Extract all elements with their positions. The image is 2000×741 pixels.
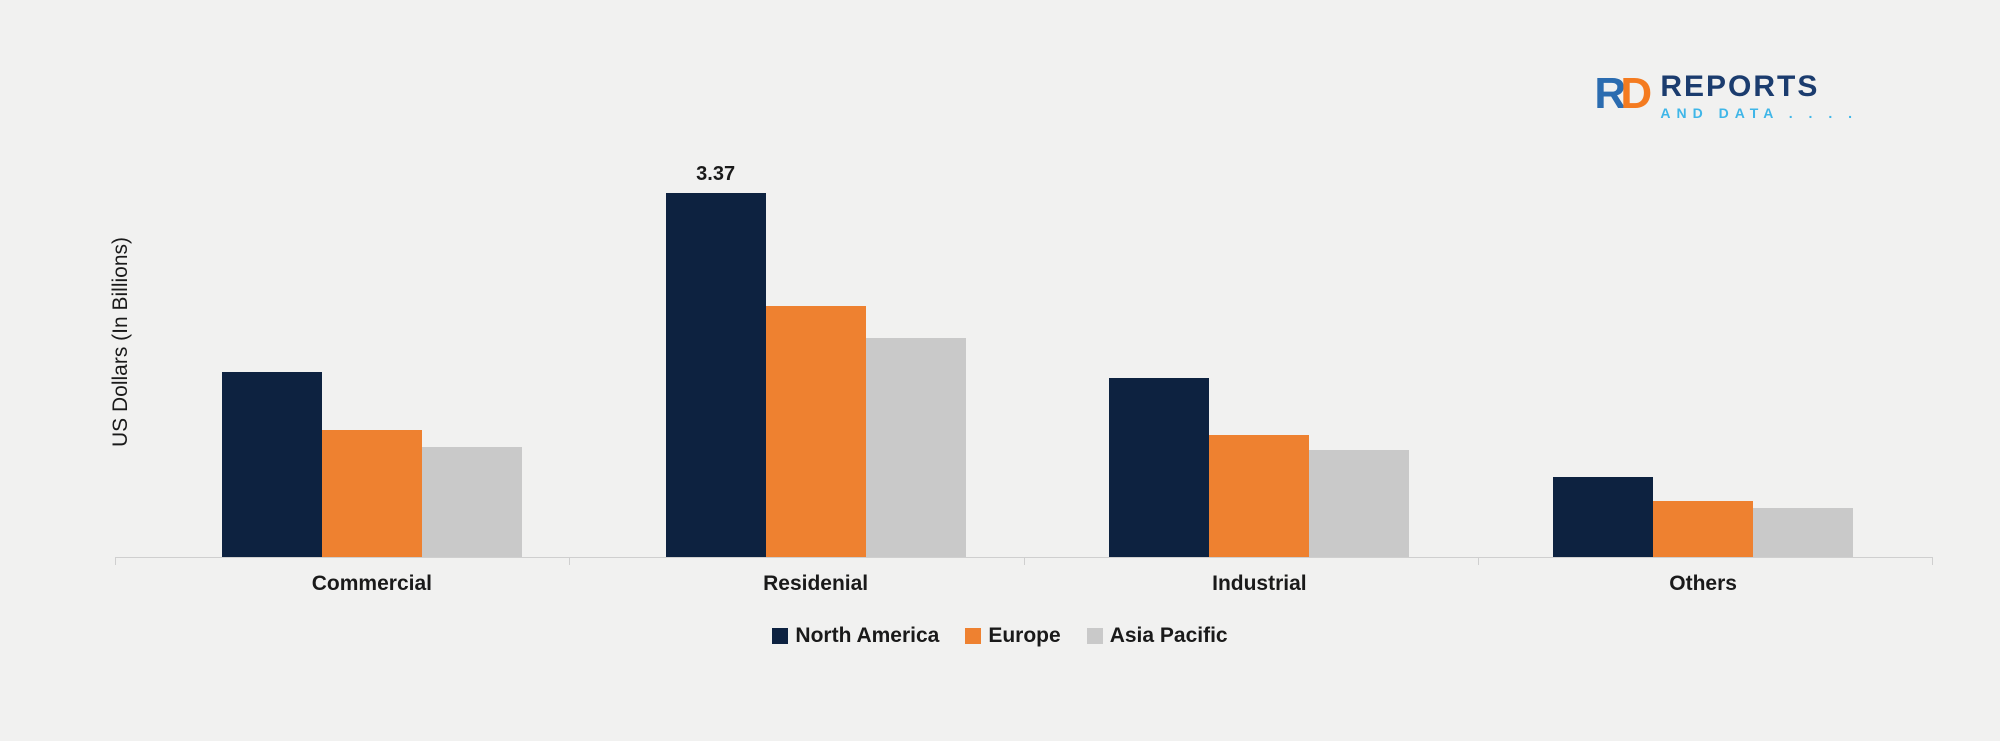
logo-letter-r: R [1594, 69, 1626, 118]
data-label-residenial: 3.37 [696, 163, 736, 186]
legend-marker-europe [965, 628, 982, 644]
axis-tick [1023, 557, 1025, 565]
legend-item-asia-pacific: Asia Pacific [1086, 624, 1228, 648]
bar-group-industrial [1109, 377, 1410, 557]
bar-asia-pacific-industrial [1309, 450, 1410, 557]
rd-logo-icon: R D [1594, 69, 1653, 118]
axis-tick [1477, 557, 1479, 565]
logo-subtitle: AND DATA . . . . [1660, 105, 1858, 121]
bar-europe-commercial [321, 429, 422, 557]
axis-tick [569, 557, 571, 565]
logo-title: REPORTS [1660, 70, 1820, 103]
plot-area: 3.37 [150, 137, 1925, 557]
legend-marker-asia-pacific [1086, 628, 1103, 644]
bar-group-others [1553, 477, 1854, 557]
logo-text: REPORTS AND DATA . . . . [1660, 70, 1858, 122]
bar-europe-residenial [765, 306, 866, 557]
bar-asia-pacific-others [1753, 508, 1854, 557]
legend: North America Europe Asia Pacific [0, 624, 2000, 648]
category-label-commercial: Commercial [311, 572, 432, 595]
category-label-residenial: Residenial [763, 572, 869, 595]
bar-north-america-industrial [1109, 377, 1210, 557]
bar-europe-others [1653, 500, 1754, 557]
category-label-industrial: Industrial [1212, 572, 1307, 595]
category-row: Commercial Residenial Industrial Others [150, 572, 1925, 596]
legend-marker-north-america [772, 628, 789, 644]
bar-north-america-others [1553, 477, 1654, 557]
x-axis-line [115, 557, 1933, 565]
bar-europe-industrial [1209, 434, 1310, 557]
legend-label-asia-pacific: Asia Pacific [1109, 624, 1228, 647]
reports-and-data-logo: R D REPORTS AND DATA . . . . [1594, 69, 1858, 122]
bar-group-residenial: 3.37 [665, 163, 966, 557]
bar-group-commercial [221, 372, 522, 557]
bar-north-america-commercial [221, 372, 322, 557]
bar-asia-pacific-commercial [421, 446, 522, 557]
logo-letter-d: D [1620, 69, 1653, 118]
legend-item-europe: Europe [965, 624, 1061, 648]
y-axis-label: US Dollars (In Billions) [109, 236, 132, 448]
legend-label-north-america: North America [795, 624, 940, 647]
category-label-others: Others [1669, 572, 1737, 595]
legend-label-europe: Europe [988, 624, 1061, 647]
legend-item-north-america: North America [772, 624, 939, 648]
axis-tick [1932, 557, 1933, 565]
axis-tick [115, 557, 116, 565]
bar-asia-pacific-residenial [865, 337, 966, 557]
bar-north-america-residenial: 3.37 [665, 163, 766, 557]
